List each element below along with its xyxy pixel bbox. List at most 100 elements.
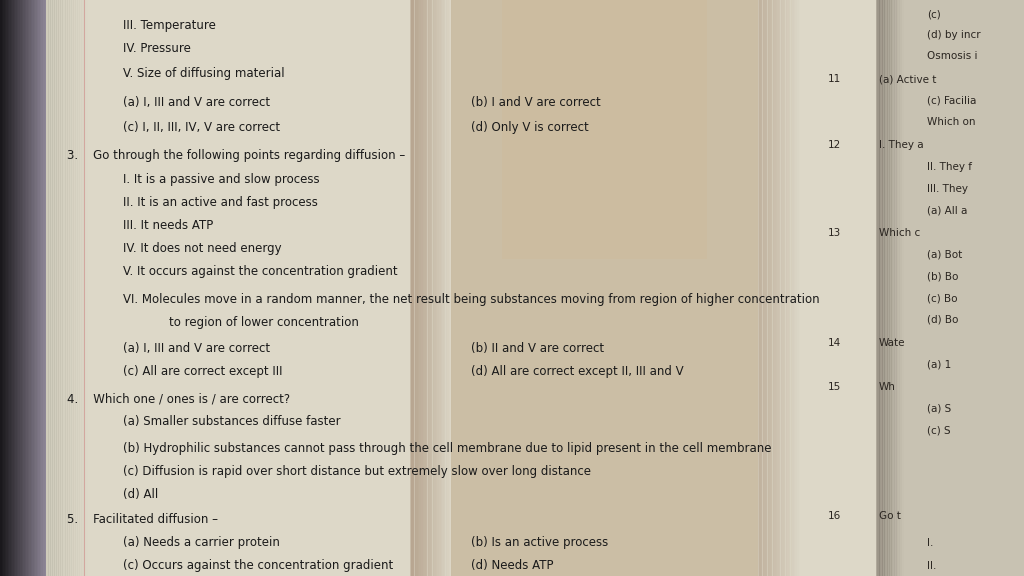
Bar bbox=[886, 0, 890, 576]
Bar bbox=[899, 0, 903, 576]
Bar bbox=[796, 0, 799, 576]
Text: (d) Bo: (d) Bo bbox=[927, 314, 958, 325]
Bar bbox=[65, 0, 68, 576]
Text: II. It is an active and fast process: II. It is an active and fast process bbox=[123, 196, 317, 209]
Bar bbox=[56, 0, 59, 576]
Bar bbox=[35, 0, 37, 576]
Bar bbox=[451, 0, 758, 576]
Bar bbox=[763, 0, 766, 576]
Text: 14: 14 bbox=[827, 338, 841, 348]
Bar bbox=[41, 0, 43, 576]
Bar bbox=[50, 0, 53, 576]
Bar bbox=[881, 0, 885, 576]
Bar bbox=[879, 0, 883, 576]
Bar bbox=[774, 0, 777, 576]
Bar bbox=[893, 0, 897, 576]
Bar bbox=[876, 0, 1024, 576]
Text: I. It is a passive and slow process: I. It is a passive and slow process bbox=[123, 173, 319, 186]
Text: I. They a: I. They a bbox=[879, 140, 924, 150]
Text: I.: I. bbox=[927, 537, 933, 548]
Text: VI. Molecules move in a random manner, the net result being substances moving fr: VI. Molecules move in a random manner, t… bbox=[123, 293, 819, 306]
Bar bbox=[771, 0, 774, 576]
Bar bbox=[761, 0, 764, 576]
Bar bbox=[43, 0, 45, 576]
Bar bbox=[502, 0, 707, 259]
Bar bbox=[23, 0, 25, 576]
Bar bbox=[15, 0, 16, 576]
Bar bbox=[62, 0, 66, 576]
Bar bbox=[447, 0, 451, 576]
Text: 16: 16 bbox=[827, 510, 841, 521]
Text: (d) Needs ATP: (d) Needs ATP bbox=[471, 559, 554, 572]
Bar bbox=[7, 0, 9, 576]
Bar bbox=[791, 0, 794, 576]
Text: II. They f: II. They f bbox=[927, 162, 972, 172]
Bar bbox=[34, 0, 35, 576]
Bar bbox=[784, 0, 787, 576]
Text: Which on: Which on bbox=[927, 117, 975, 127]
Bar bbox=[415, 0, 418, 576]
Bar bbox=[878, 0, 882, 576]
Bar bbox=[39, 0, 40, 576]
Bar bbox=[60, 0, 63, 576]
Bar bbox=[412, 0, 415, 576]
Text: III. They: III. They bbox=[927, 184, 968, 194]
Bar bbox=[442, 0, 445, 576]
Text: (c): (c) bbox=[927, 9, 940, 20]
Text: (d) All: (d) All bbox=[123, 488, 158, 501]
Text: (b) Hydrophilic substances cannot pass through the cell membrane due to lipid pr: (b) Hydrophilic substances cannot pass t… bbox=[123, 442, 771, 454]
Bar bbox=[423, 0, 426, 576]
Bar bbox=[45, 0, 46, 576]
Text: (d) All are correct except II, III and V: (d) All are correct except II, III and V bbox=[471, 365, 684, 378]
Bar bbox=[883, 0, 887, 576]
Text: (b) Bo: (b) Bo bbox=[927, 271, 958, 282]
Text: V. It occurs against the concentration gradient: V. It occurs against the concentration g… bbox=[123, 266, 397, 278]
Bar bbox=[79, 0, 82, 576]
Bar bbox=[52, 0, 55, 576]
Bar bbox=[426, 0, 429, 576]
Bar bbox=[48, 0, 51, 576]
Bar bbox=[418, 0, 421, 576]
Bar bbox=[75, 0, 78, 576]
Bar bbox=[5, 0, 6, 576]
Bar bbox=[29, 0, 31, 576]
Bar bbox=[428, 0, 431, 576]
Text: (c) Facilia: (c) Facilia bbox=[927, 96, 976, 106]
Bar bbox=[0, 0, 2, 576]
Bar bbox=[772, 0, 775, 576]
Bar bbox=[33, 0, 34, 576]
Text: Osmosis i: Osmosis i bbox=[927, 51, 977, 62]
Bar bbox=[31, 0, 32, 576]
Bar bbox=[788, 0, 792, 576]
Text: III. It needs ATP: III. It needs ATP bbox=[123, 219, 213, 232]
Text: to region of lower concentration: to region of lower concentration bbox=[169, 316, 358, 329]
Bar bbox=[20, 0, 22, 576]
Bar bbox=[432, 0, 435, 576]
Bar bbox=[46, 0, 876, 576]
Bar bbox=[40, 0, 41, 576]
Bar bbox=[449, 0, 452, 576]
Bar bbox=[420, 0, 423, 576]
Bar bbox=[440, 0, 443, 576]
Bar bbox=[768, 0, 771, 576]
Bar bbox=[764, 0, 767, 576]
Bar bbox=[3, 0, 5, 576]
Text: (d) Only V is correct: (d) Only V is correct bbox=[471, 122, 589, 134]
Bar bbox=[436, 0, 439, 576]
Text: (c) Occurs against the concentration gradient: (c) Occurs against the concentration gra… bbox=[123, 559, 393, 572]
Bar bbox=[787, 0, 791, 576]
Text: 3.    Go through the following points regarding diffusion –: 3. Go through the following points regar… bbox=[67, 149, 404, 162]
Bar bbox=[793, 0, 796, 576]
Text: (b) II and V are correct: (b) II and V are correct bbox=[471, 342, 604, 355]
Text: Wate: Wate bbox=[879, 338, 905, 348]
Bar bbox=[779, 0, 782, 576]
Text: (a) Bot: (a) Bot bbox=[927, 249, 962, 260]
Bar bbox=[22, 0, 24, 576]
Text: (c) All are correct except III: (c) All are correct except III bbox=[123, 365, 283, 378]
Bar bbox=[797, 0, 800, 576]
Bar bbox=[884, 0, 888, 576]
Bar bbox=[445, 0, 449, 576]
Bar bbox=[67, 0, 70, 576]
Bar bbox=[431, 0, 434, 576]
Bar bbox=[776, 0, 779, 576]
